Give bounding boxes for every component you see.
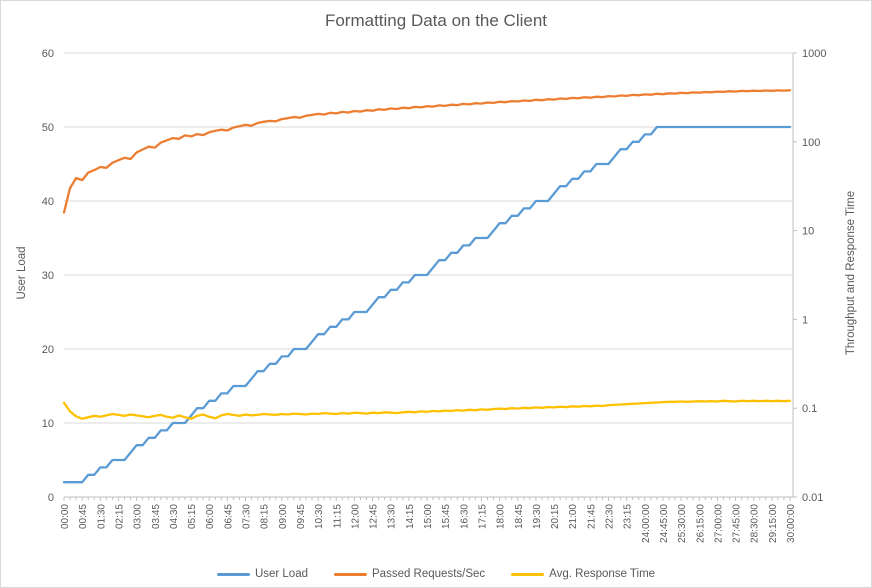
x-axis-tick-label: 01:30 xyxy=(96,504,107,529)
x-axis-tick-label: 08:15 xyxy=(260,504,271,529)
legend-item-passed-requests-sec: Passed Requests/Sec xyxy=(334,568,485,580)
left-axis-tick-label: 50 xyxy=(42,122,54,134)
right-axis-tick-label: 0.01 xyxy=(802,492,823,504)
x-axis-tick-label: 02:15 xyxy=(114,504,125,529)
series-line-user-load xyxy=(62,125,792,484)
x-axis-tick-label: 25:30:00 xyxy=(677,504,688,543)
x-axis-tick-label: 24:00:00 xyxy=(641,504,652,543)
legend-line-swatch xyxy=(334,572,367,576)
x-axis-tick-label: 12:45 xyxy=(369,504,380,529)
x-axis-tick-label: 14:15 xyxy=(405,504,416,529)
right-axis-tick-label: 100 xyxy=(802,137,820,149)
legend-label: Avg. Response Time xyxy=(549,568,656,580)
x-axis-tick-label: 24:45:00 xyxy=(659,504,670,543)
x-axis-tick-label: 04:30 xyxy=(169,504,180,529)
left-axis-tick-label: 60 xyxy=(42,48,54,60)
x-axis-tick-label: 09:00 xyxy=(278,504,289,529)
x-axis-tick-label: 06:45 xyxy=(223,504,234,529)
x-axis-tick-label: 19:30 xyxy=(532,504,543,529)
left-axis-tick-label: 10 xyxy=(42,418,54,430)
x-axis-tick-label: 20:15 xyxy=(550,504,561,529)
legend-line-swatch xyxy=(511,572,545,576)
left-axis-title: User Load xyxy=(16,246,28,300)
left-axis-tick-label: 40 xyxy=(42,196,54,208)
left-axis-tick-label: 0 xyxy=(48,492,54,504)
legend: User Load Passed Requests/Sec Avg. Respons… xyxy=(1,568,871,580)
x-axis-tick-label: 27:00:00 xyxy=(713,504,724,543)
right-axis-tick-label: 1 xyxy=(802,314,808,326)
x-axis-tick-label: 05:15 xyxy=(187,504,198,529)
x-axis-tick-label: 06:00 xyxy=(205,504,216,529)
x-axis-tick-label: 21:00 xyxy=(568,504,579,529)
x-axis-tick-label: 00:00 xyxy=(60,504,71,529)
x-axis-tick-label: 03:00 xyxy=(133,504,144,529)
legend-label: Passed Requests/Sec xyxy=(372,568,486,580)
left-axis-tick-label: 20 xyxy=(42,344,54,356)
x-axis-tick-label: 15:00 xyxy=(423,504,434,529)
right-axis-tick-label: 1000 xyxy=(802,48,826,60)
legend-label: User Load xyxy=(254,568,308,580)
legend-item-avg-response-time: Avg. Response Time xyxy=(511,568,655,580)
x-axis-tick-label: 26:15:00 xyxy=(695,504,706,543)
right-axis-tick-label: 0.1 xyxy=(802,403,817,415)
right-axis-title: Throughput and Response Time xyxy=(845,190,857,356)
x-axis-tick-label: 22:30 xyxy=(605,504,616,529)
x-axis-tick-label: 29:15:00 xyxy=(768,504,779,543)
x-axis-tick-label: 11:15 xyxy=(332,504,343,529)
x-axis-tick-label: 09:45 xyxy=(296,504,307,529)
x-axis-tick-label: 10:30 xyxy=(314,504,325,529)
x-axis-tick-label: 18:45 xyxy=(514,504,525,529)
x-axis-tick-label: 27:45:00 xyxy=(732,504,743,543)
x-axis-tick-label: 13:30 xyxy=(387,504,398,529)
x-axis-tick-label: 03:45 xyxy=(151,504,162,529)
x-axis-tick-label: 00:45 xyxy=(78,504,89,529)
right-axis-tick-label: 10 xyxy=(802,226,814,238)
x-axis-tick-label: 30:00:00 xyxy=(786,504,797,543)
x-axis-tick-label: 18:00 xyxy=(496,504,507,529)
x-axis-tick-label: 21:45 xyxy=(586,504,597,529)
x-axis-tick-label: 16:30 xyxy=(459,504,470,529)
chart-title: Formatting Data on the Client xyxy=(324,11,548,30)
x-axis-tick-label: 28:30:00 xyxy=(750,504,761,543)
x-axis-tick-label: 17:15 xyxy=(477,504,488,529)
left-axis-tick-label: 30 xyxy=(42,270,54,282)
series-line-passed-requests-sec xyxy=(62,89,792,214)
x-axis-tick-label: 15:45 xyxy=(441,504,452,529)
x-axis-tick-label: 07:30 xyxy=(242,504,253,529)
series-line-avg-response-time xyxy=(62,399,792,420)
x-axis-tick-label: 12:00 xyxy=(350,504,361,529)
x-axis-tick-label: 23:15 xyxy=(623,504,634,529)
legend-item-user-load: User Load xyxy=(216,568,308,580)
legend-line-swatch xyxy=(216,572,250,576)
